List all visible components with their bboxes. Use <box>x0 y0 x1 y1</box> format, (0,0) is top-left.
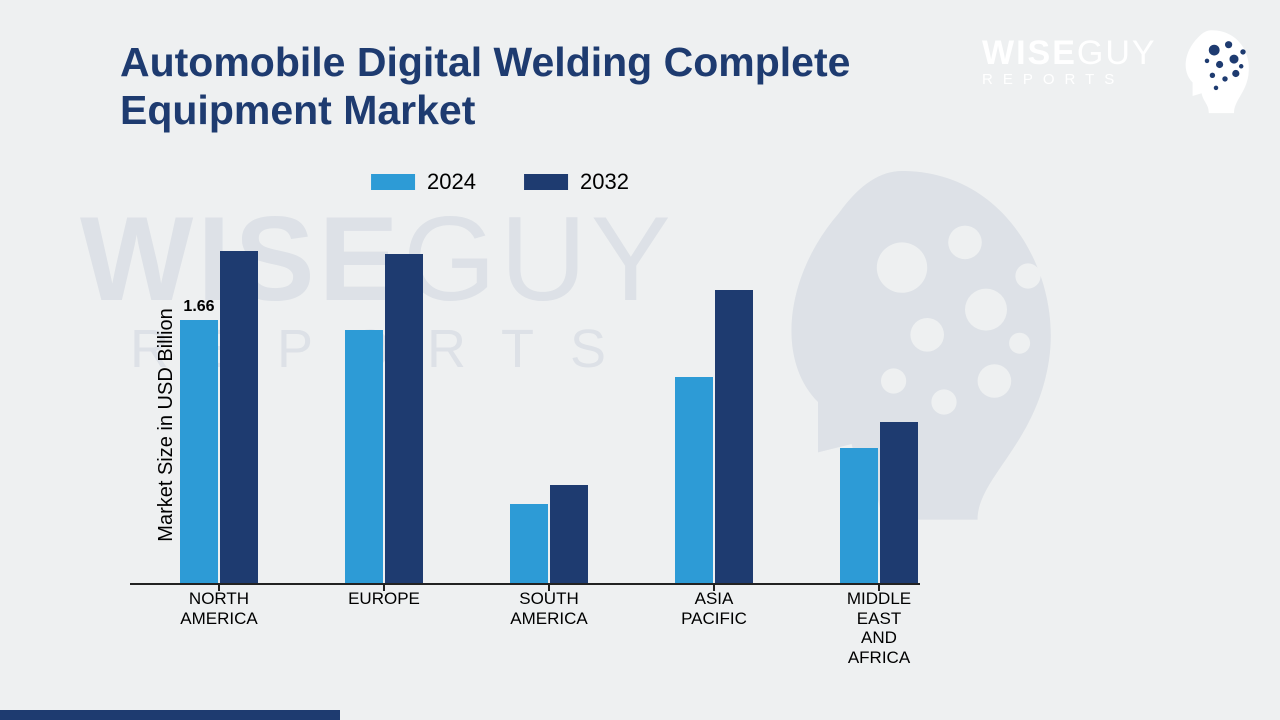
legend: 2024 2032 <box>371 169 629 195</box>
bar-group: MIDDLE EAST AND AFRICA <box>840 422 918 584</box>
category-label: MIDDLE EAST AND AFRICA <box>809 583 949 667</box>
bar <box>385 254 423 583</box>
bar <box>220 251 258 584</box>
category-label: ASIA PACIFIC <box>644 583 784 628</box>
bar <box>675 377 713 583</box>
bar-group: ASIA PACIFIC <box>675 290 753 583</box>
category-label: SOUTH AMERICA <box>479 583 619 628</box>
legend-item-2024: 2024 <box>371 169 476 195</box>
brand-logo: WISEGUY REPORTS <box>982 28 1252 128</box>
bar: 1.66 <box>180 320 218 583</box>
category-label: EUROPE <box>314 583 454 609</box>
legend-label-2024: 2024 <box>427 169 476 195</box>
bar-chart: Market Size in USD Billion 2024 2032 1.6… <box>60 175 940 675</box>
bar-value-label: 1.66 <box>180 298 218 316</box>
bar <box>510 504 548 583</box>
page: WISEGUY REPORTS WISEGUY REPORTS <box>0 0 1280 720</box>
legend-label-2032: 2032 <box>580 169 629 195</box>
category-label: NORTH AMERICA <box>149 583 289 628</box>
bar-group: EUROPE <box>345 254 423 583</box>
legend-item-2032: 2032 <box>524 169 629 195</box>
brand-line1-b: GUY <box>1077 34 1157 72</box>
bar <box>715 290 753 583</box>
legend-swatch-2032 <box>524 174 568 190</box>
plot-area: 1.66NORTH AMERICA EUROPE SOUTH AMERICA ASIA… <box>130 205 920 585</box>
bar <box>880 422 918 584</box>
bar <box>550 485 588 583</box>
legend-swatch-2024 <box>371 174 415 190</box>
bar-group: 1.66NORTH AMERICA <box>180 251 258 584</box>
page-title: Automobile Digital Welding Complete Equi… <box>120 38 900 135</box>
bar <box>345 330 383 583</box>
footer-accent-bar <box>0 710 340 720</box>
bar-group: SOUTH AMERICA <box>510 485 588 583</box>
brand-head-icon <box>1162 28 1252 128</box>
brand-line1-a: WISE <box>982 34 1077 72</box>
brand-line2: REPORTS <box>982 71 1157 88</box>
bar <box>840 448 878 583</box>
